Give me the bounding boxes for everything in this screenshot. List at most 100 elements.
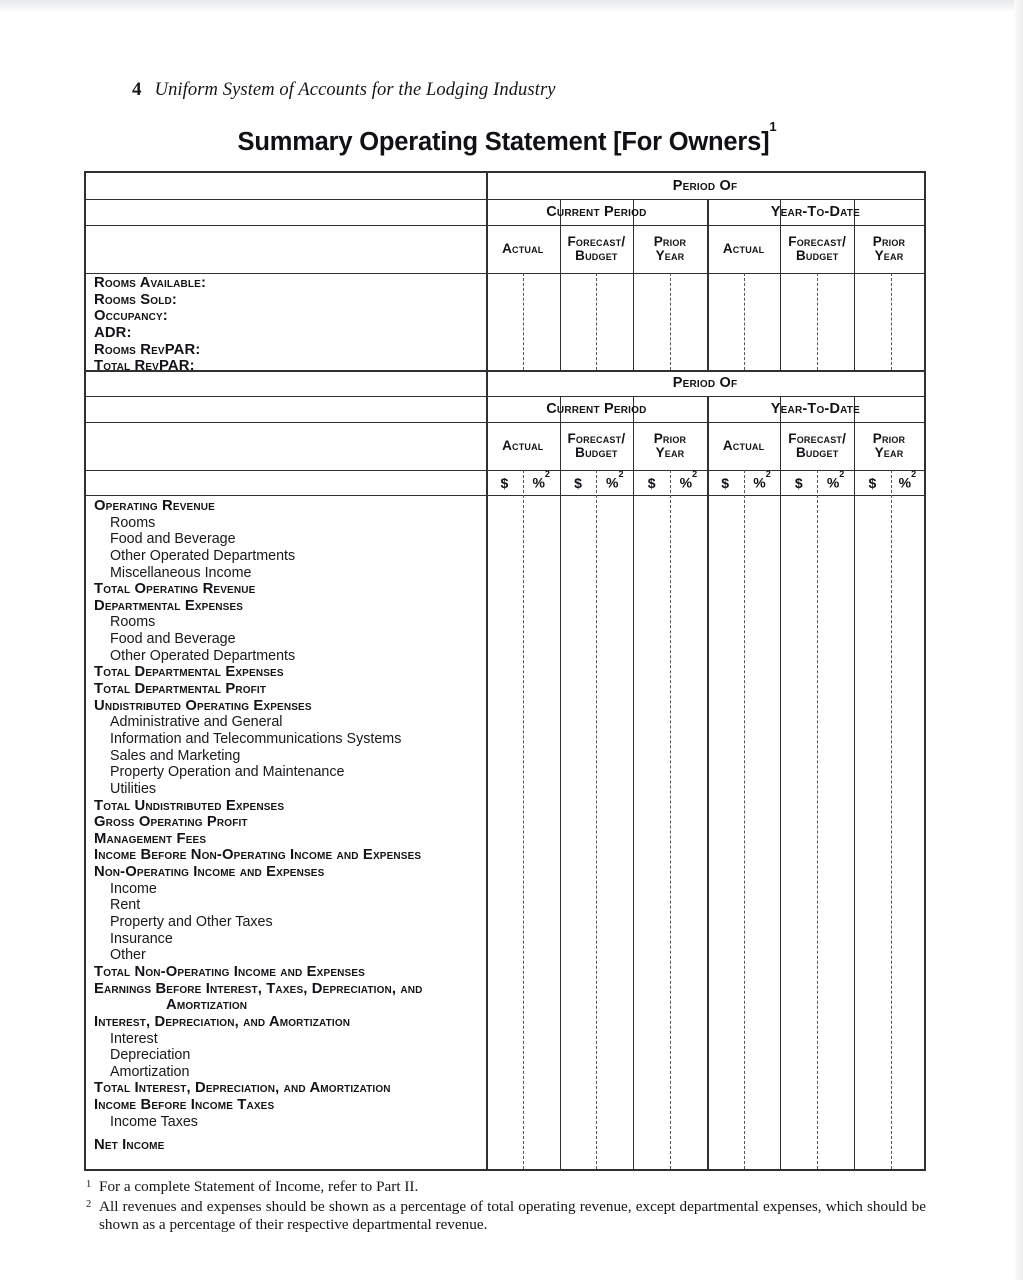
col-header-line1: Prior xyxy=(872,233,906,249)
vrule-c1-2 xyxy=(559,396,561,1169)
col-header-forecast-budget-cp-1: Forecast/ Budget xyxy=(560,225,634,273)
line-item: Total Non-Operating Income and Expenses xyxy=(94,963,365,980)
unit-header-percent: %2 xyxy=(744,469,781,495)
line-item: Earnings Before Interest, Taxes, Depreci… xyxy=(94,980,423,997)
vrule-label-right-1 xyxy=(486,173,488,370)
col-header-forecast-budget-cp-2: Forecast/ Budget xyxy=(560,422,634,470)
page-number: 4 xyxy=(132,79,142,100)
col-header-line1: Forecast/ xyxy=(567,430,626,446)
footnote-marker: 1 xyxy=(86,1179,92,1190)
col-header-line1: Forecast/ xyxy=(788,430,847,446)
percent-symbol: % xyxy=(532,474,545,491)
percent-footnote-marker: 2 xyxy=(692,469,698,480)
col-header-line2: Year xyxy=(655,445,685,460)
stat-row-label: Rooms Sold: xyxy=(94,291,177,308)
vrule-c1-1 xyxy=(559,199,561,370)
footnotes: 1 For a complete Statement of Income, ref… xyxy=(86,1178,926,1235)
stat-row-label: Rooms Available: xyxy=(94,275,207,291)
unit-header-dollar: $ xyxy=(500,474,509,491)
percent-symbol: % xyxy=(679,474,693,491)
group-header-current-period-1: Current Period xyxy=(546,204,647,220)
page-top-edge xyxy=(0,0,1023,11)
stat-row-label: ADR: xyxy=(94,324,132,341)
line-item: Departmental Expenses xyxy=(94,597,244,614)
col-header-actual-cp-1: Actual xyxy=(486,225,560,273)
line-item: Miscellaneous Income xyxy=(110,564,252,581)
line-item: Property Operation and Maintenance xyxy=(110,764,345,781)
col-header-prior-year-ytd-1: Prior Year xyxy=(854,225,924,273)
col-header-line1: Actual xyxy=(502,240,544,256)
rule-periodof-bottom-1 xyxy=(86,199,924,200)
col-header-line1: Prior xyxy=(653,430,687,446)
unit-header-percent: %2 xyxy=(670,469,707,495)
stat-row-label: Rooms RevPAR: xyxy=(94,341,201,358)
summary-operating-statement-table: Period Of Current Period Year-To-Date Ac… xyxy=(84,171,926,1171)
vrule-dash-2-1 xyxy=(522,470,524,1169)
line-item: Property and Other Taxes xyxy=(110,914,273,931)
title-footnote-marker: 1 xyxy=(769,118,777,134)
percent-symbol: % xyxy=(606,474,619,491)
unit-header-dollar: $ xyxy=(794,474,803,491)
line-item: Rooms xyxy=(110,614,156,631)
col-header-actual-ytd-2: Actual xyxy=(707,422,781,470)
vrule-dash-1-4 xyxy=(743,273,745,370)
vrule-c5-1 xyxy=(854,199,855,370)
vrule-dash-1-5 xyxy=(817,273,819,370)
col-header-line2: Budget xyxy=(575,248,618,263)
col-header-line2: Year xyxy=(874,248,904,263)
unit-header-percent: %2 xyxy=(596,469,633,495)
line-item: Rooms xyxy=(110,514,156,531)
percent-symbol: % xyxy=(826,474,840,491)
page-right-edge xyxy=(1014,0,1023,1280)
running-head-title: Uniform System of Accounts for the Lodgi… xyxy=(154,80,556,100)
group-header-year-to-date-1: Year-To-Date xyxy=(770,204,860,220)
unit-header-percent: %2 xyxy=(891,469,924,495)
vrule-c2-1 xyxy=(633,199,635,370)
footnote-marker: 2 xyxy=(86,1198,92,1210)
unit-header-dollar: $ xyxy=(647,474,656,491)
line-item: Other Operated Departments xyxy=(110,547,296,564)
group-header-current-period-2: Current Period xyxy=(546,401,647,417)
vrule-dash-1-6 xyxy=(890,273,892,370)
vrule-dash-1-3 xyxy=(670,273,671,370)
footnote-1: 1 For a complete Statement of Income, ref… xyxy=(86,1178,926,1197)
percent-footnote-marker: 2 xyxy=(839,469,845,480)
rule-colhdr-bottom-2 xyxy=(86,470,924,471)
line-item: Income Before Income Taxes xyxy=(94,1097,275,1114)
page-title: Summary Operating Statement [For Owners]… xyxy=(0,119,1014,157)
line-item: Total Operating Revenue xyxy=(94,581,256,598)
vrule-c4-2 xyxy=(780,396,782,1169)
stat-row-label: Total RevPAR: xyxy=(94,358,195,375)
line-item: Income xyxy=(110,880,157,897)
page-title-text: Summary Operating Statement [For Owners] xyxy=(237,128,770,156)
rule-group-bottom-1 xyxy=(86,225,924,226)
col-header-line1: Actual xyxy=(502,437,544,453)
col-header-prior-year-cp-1: Prior Year xyxy=(633,225,707,273)
line-item: Insurance xyxy=(110,930,173,947)
col-header-forecast-budget-ytd-1: Forecast/ Budget xyxy=(780,225,854,273)
line-item: Income Before Non-Operating Income and E… xyxy=(94,847,422,864)
statistics-label-list: Rooms Available: Rooms Sold: Occupancy: … xyxy=(86,275,486,375)
unit-header-percent: %2 xyxy=(817,469,854,495)
line-item: Total Departmental Expenses xyxy=(94,664,284,681)
period-of-header-2: Period Of xyxy=(672,375,738,391)
col-header-prior-year-cp-2: Prior Year xyxy=(633,422,707,470)
line-item: Food and Beverage xyxy=(110,531,236,548)
footnote-2: 2 All revenues and expenses should be sho… xyxy=(86,1198,926,1235)
line-item: Non-Operating Income and Expenses xyxy=(94,864,325,881)
unit-header-dollar: $ xyxy=(721,474,730,491)
vrule-group-split-1 xyxy=(706,199,709,370)
vrule-dash-2-5 xyxy=(817,470,819,1169)
line-item: Total Undistributed Expenses xyxy=(94,797,285,814)
document-page: 4 Uniform System of Accounts for the Lodg… xyxy=(0,11,1014,1280)
vrule-dash-2-3 xyxy=(670,470,671,1169)
line-item: Interest xyxy=(110,1030,158,1047)
line-item: Food and Beverage xyxy=(110,631,236,648)
rule-periodof-bottom-2 xyxy=(86,396,924,397)
vrule-dash-2-6 xyxy=(890,470,892,1169)
line-item: Income Taxes xyxy=(110,1113,198,1130)
col-header-line2: Budget xyxy=(575,445,618,460)
vrule-c2-2 xyxy=(633,396,635,1169)
running-head: 4 Uniform System of Accounts for the Lodg… xyxy=(132,79,556,101)
group-header-year-to-date-2: Year-To-Date xyxy=(770,401,860,417)
